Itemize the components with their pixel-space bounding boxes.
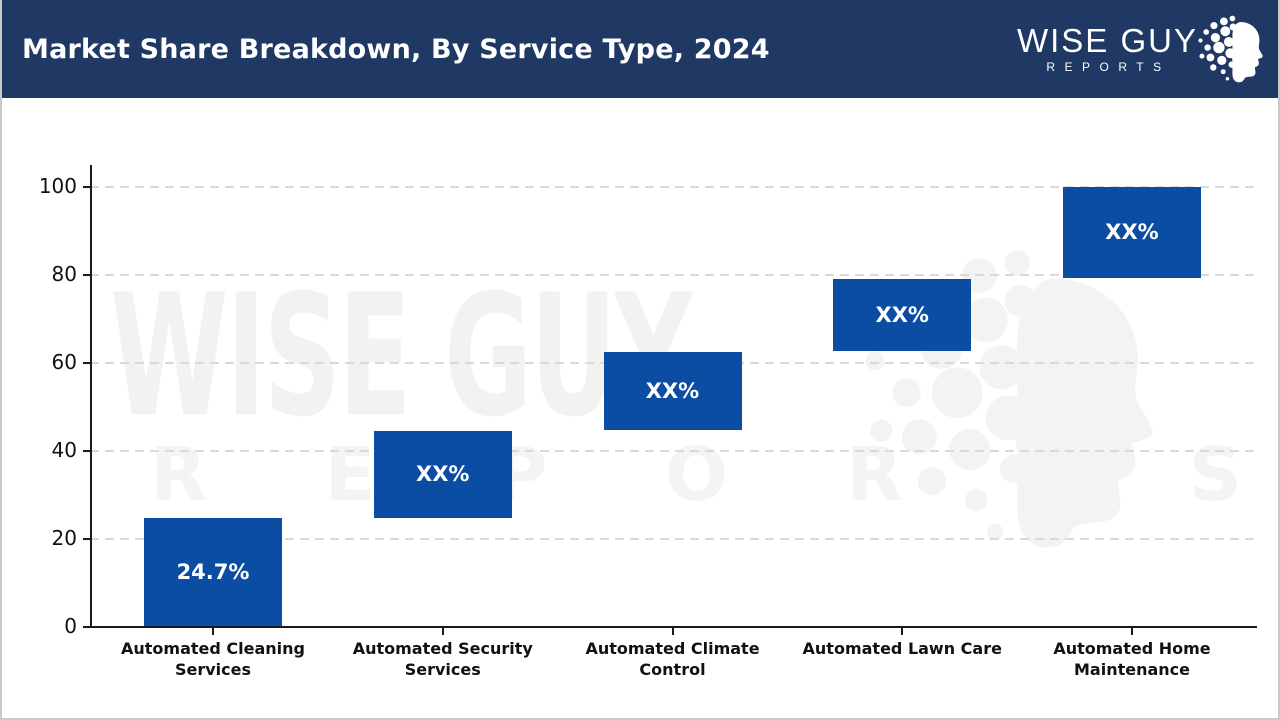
- x-category-label: Automated Home Maintenance: [1053, 639, 1211, 679]
- y-tick-label-0: 0: [64, 613, 77, 638]
- logo-text: WISE GUY REPORTS: [1017, 24, 1198, 74]
- x-category-label: Automated Climate Control: [585, 639, 760, 679]
- bar-segment: XX%: [603, 351, 742, 431]
- gridline-100: [90, 186, 1257, 189]
- header-bar: Market Share Breakdown, By Service Type,…: [2, 0, 1278, 98]
- y-tick-label-40: 40: [51, 437, 77, 462]
- gridline-80: [90, 274, 1257, 277]
- bar-segment: XX%: [373, 431, 512, 518]
- x-category-label: Automated Lawn Care: [802, 639, 1002, 658]
- x-tick: [901, 627, 904, 635]
- y-tick-80: [83, 274, 90, 277]
- y-tick-label-20: 20: [51, 525, 77, 550]
- y-tick-label-80: 80: [51, 262, 77, 287]
- bar-segment: XX%: [1063, 187, 1201, 278]
- x-tick: [441, 627, 444, 635]
- bar-value-label: XX%: [416, 462, 470, 487]
- x-tick: [671, 627, 674, 635]
- y-tick-label-60: 60: [51, 349, 77, 374]
- x-axis-line: [90, 625, 1257, 628]
- gridline-40: [90, 449, 1257, 452]
- y-tick-100: [83, 186, 90, 189]
- logo-wordmark: WISE GUY: [1016, 22, 1198, 59]
- x-tick: [212, 627, 214, 635]
- bar-segment: XX%: [833, 279, 972, 352]
- bar-value-label: XX%: [645, 379, 700, 404]
- x-category-label: Automated Cleaning Services: [121, 639, 305, 679]
- x-tick: [1131, 627, 1133, 635]
- logo-head-icon: [1198, 15, 1263, 83]
- y-axis-line: [90, 165, 92, 628]
- wise-guy-logo: WISE GUY REPORTS: [1017, 11, 1270, 87]
- y-tick-label-100: 100: [38, 174, 77, 199]
- y-tick-0: [83, 625, 90, 628]
- x-category-label: Automated Security Services: [352, 639, 533, 679]
- bar-value-label: 24.7%: [176, 560, 250, 585]
- y-tick-60: [83, 361, 90, 364]
- gridline-20: [90, 537, 1257, 540]
- bar-value-label: XX%: [1105, 220, 1159, 245]
- logo-subtitle: REPORTS: [1046, 60, 1171, 74]
- watermark-wiseguy-text: WISE GUY: [110, 258, 692, 454]
- bar-segment: 24.7%: [144, 517, 282, 627]
- page-title: Market Share Breakdown, By Service Type,…: [22, 33, 770, 65]
- y-tick-40: [83, 449, 90, 452]
- bar-value-label: XX%: [875, 303, 929, 328]
- y-tick-20: [83, 537, 90, 540]
